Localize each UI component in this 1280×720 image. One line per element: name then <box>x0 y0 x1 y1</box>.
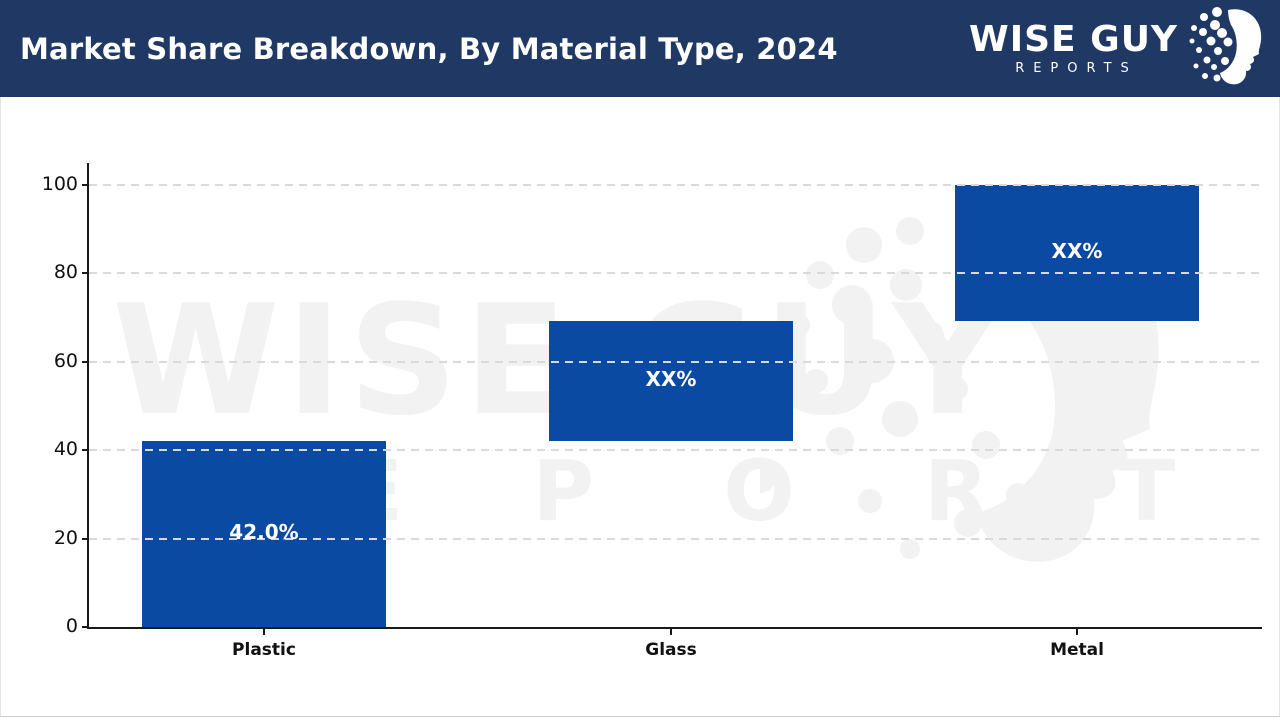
y-tick-mark <box>82 184 89 186</box>
brand-logo: WISE GUY REPORTS <box>969 6 1266 92</box>
header-bar: Market Share Breakdown, By Material Type… <box>0 0 1280 97</box>
x-category-label: Metal <box>1050 640 1104 660</box>
x-category-label: Plastic <box>232 640 296 660</box>
x-axis-line <box>87 627 1262 629</box>
x-category-label: Glass <box>645 640 697 660</box>
y-gridline <box>89 360 1262 363</box>
y-tick-mark <box>82 537 89 540</box>
brand-face-icon <box>1189 6 1262 84</box>
bar-value-label: 42.0% <box>229 520 299 545</box>
brand-logo-text: WISE GUY REPORTS <box>968 19 1178 76</box>
y-gridline <box>89 449 1262 452</box>
y-tick-label: 60 <box>53 349 78 372</box>
y-tick-mark <box>82 626 89 628</box>
x-tick-mark <box>1076 627 1078 635</box>
y-gridline <box>89 537 1262 540</box>
y-gridline <box>89 184 1262 186</box>
y-gridline <box>89 272 1262 275</box>
chart-title: Market Share Breakdown, By Material Type… <box>20 31 838 66</box>
bottom-divider <box>0 716 1280 717</box>
y-tick-mark <box>82 360 89 363</box>
y-tick-label: 100 <box>41 173 78 195</box>
bar-plastic <box>142 441 386 627</box>
y-tick-label: 0 <box>65 615 78 637</box>
y-axis-line <box>87 163 89 629</box>
y-tick-mark <box>82 272 89 275</box>
brand-subtitle: REPORTS <box>1015 61 1138 76</box>
y-tick-label: 80 <box>53 261 78 284</box>
x-tick-mark <box>670 627 672 635</box>
bar-value-label: XX% <box>1051 239 1103 264</box>
x-tick-mark <box>263 627 265 635</box>
bar-metal <box>955 185 1199 322</box>
bar-value-label: XX% <box>645 367 697 392</box>
y-tick-mark <box>82 449 89 452</box>
bar-glass <box>549 321 793 442</box>
brand-name: WISE GUY <box>968 19 1178 60</box>
y-tick-label: 20 <box>53 526 78 549</box>
y-tick-label: 40 <box>53 438 78 461</box>
